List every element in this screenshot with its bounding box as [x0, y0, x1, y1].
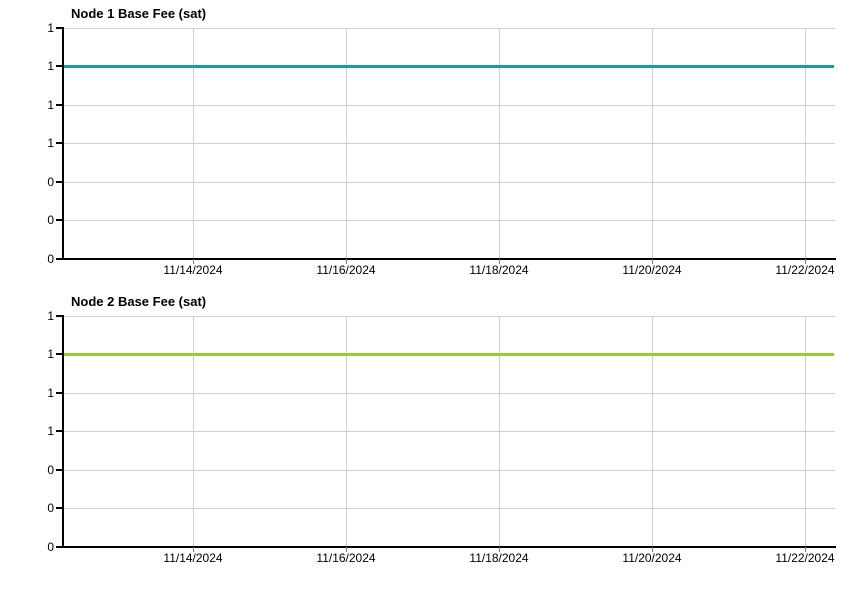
y-axis-label: 0 [47, 540, 54, 554]
y-axis-label: 0 [47, 175, 54, 189]
y-axis-tick [56, 142, 63, 144]
y-axis-tick [56, 258, 63, 260]
gridline-horizontal [63, 143, 835, 144]
gridline-vertical [499, 28, 500, 259]
chart-title-node-1: Node 1 Base Fee (sat) [71, 6, 207, 21]
y-axis-label: 1 [47, 98, 54, 112]
x-axis-label: 11/20/2024 [622, 551, 682, 565]
gridline-horizontal [63, 316, 835, 317]
y-axis-label: 1 [47, 424, 54, 438]
y-axis-tick [56, 546, 63, 548]
gridline-vertical [193, 28, 194, 259]
y-axis-tick [56, 104, 63, 106]
gridline-vertical [346, 28, 347, 259]
y-axis-tick [56, 507, 63, 509]
x-axis-label: 11/14/2024 [163, 263, 223, 277]
series-line-node-1 [63, 65, 834, 68]
y-axis-tick [56, 65, 63, 67]
x-axis-label: 11/14/2024 [163, 551, 223, 565]
x-axis-label: 11/18/2024 [469, 263, 529, 277]
y-axis-tick [56, 315, 63, 317]
x-axis-tick [193, 259, 194, 264]
y-axis-label: 0 [47, 252, 54, 266]
gridline-horizontal [63, 431, 835, 432]
x-axis-tick [346, 547, 347, 552]
x-axis-label: 11/18/2024 [469, 551, 529, 565]
gridline-horizontal [63, 393, 835, 394]
y-axis-label: 0 [47, 213, 54, 227]
x-axis-tick [652, 547, 653, 552]
y-axis-label: 1 [47, 136, 54, 150]
y-axis-tick [56, 392, 63, 394]
y-axis-label: 1 [47, 21, 54, 35]
x-axis-tick [499, 547, 500, 552]
x-axis-label: 11/20/2024 [622, 263, 682, 277]
chart-title-node-2: Node 2 Base Fee (sat) [71, 294, 207, 309]
plot-area-node-1 [63, 28, 835, 259]
gridline-vertical [193, 316, 194, 547]
y-axis-tick [56, 181, 63, 183]
y-axis-label: 0 [47, 501, 54, 515]
y-axis-label: 0 [47, 463, 54, 477]
x-axis-line-node-2 [62, 546, 836, 548]
y-axis-label: 1 [47, 59, 54, 73]
x-axis-tick [499, 259, 500, 264]
gridline-horizontal [63, 220, 835, 221]
plot-area-node-2 [63, 316, 835, 547]
y-axis-line-node-2 [62, 315, 64, 548]
y-axis-tick [56, 469, 63, 471]
gridline-vertical [346, 316, 347, 547]
y-axis-label: 1 [47, 347, 54, 361]
y-axis-tick [56, 27, 63, 29]
x-axis-label: 11/22/2024 [775, 263, 835, 277]
gridline-vertical [499, 316, 500, 547]
x-axis-tick [805, 547, 806, 552]
gridline-horizontal [63, 508, 835, 509]
y-axis-tick [56, 219, 63, 221]
series-line-node-2 [63, 353, 834, 356]
gridline-vertical [652, 316, 653, 547]
x-axis-tick [346, 259, 347, 264]
gridline-horizontal [63, 470, 835, 471]
y-axis-tick [56, 353, 63, 355]
y-axis-label: 1 [47, 386, 54, 400]
x-axis-tick [652, 259, 653, 264]
y-axis-line-node-1 [62, 27, 64, 260]
gridline-vertical [805, 316, 806, 547]
gridline-horizontal [63, 182, 835, 183]
gridline-horizontal [63, 105, 835, 106]
chart-panel-node-1: Node 1 Base Fee (sat) 1 1 1 1 0 [0, 0, 860, 288]
y-axis-tick [56, 430, 63, 432]
chart-panel-node-2: Node 2 Base Fee (sat) 1 1 1 1 0 [0, 288, 860, 576]
gridline-vertical [652, 28, 653, 259]
x-axis-line-node-1 [62, 258, 836, 260]
x-axis-label: 11/16/2024 [316, 263, 376, 277]
y-axis-label: 1 [47, 309, 54, 323]
x-axis-tick [193, 547, 194, 552]
x-axis-label: 11/22/2024 [775, 551, 835, 565]
gridline-vertical [805, 28, 806, 259]
gridline-horizontal [63, 28, 835, 29]
x-axis-tick [805, 259, 806, 264]
x-axis-label: 11/16/2024 [316, 551, 376, 565]
